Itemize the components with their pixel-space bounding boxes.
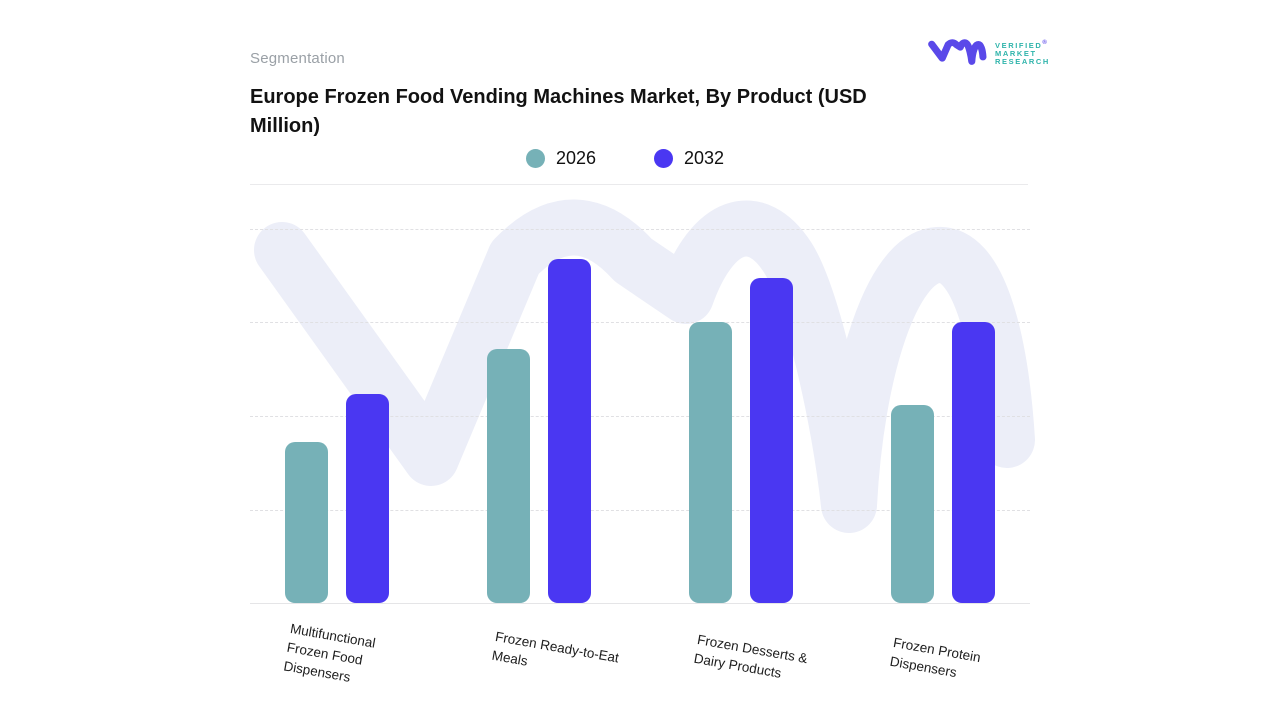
gridline: [250, 322, 1030, 323]
category-label-3: Frozen Desserts & Dairy Products: [692, 631, 809, 681]
legend-swatch-2032: [654, 148, 673, 168]
legend-label-2032: 2032: [684, 147, 725, 168]
vmr-logo-mark-icon: [928, 38, 986, 66]
gridline: [250, 416, 1030, 417]
bar-2032-group2: [548, 259, 591, 603]
bar-2026-group3: [689, 322, 732, 603]
bar-2026-group1: [285, 442, 328, 603]
legend-label-2026: 2026: [555, 147, 596, 168]
legend-item-2026: 2026: [525, 147, 596, 169]
section-label: Segmentation: [250, 50, 345, 67]
logo-line-verified: VERIFIED: [995, 40, 1043, 50]
legend-item-2032: 2032: [654, 148, 724, 169]
bar-2032-group4: [952, 322, 995, 603]
category-label-2: Frozen Ready-to-Eat Meals: [490, 628, 621, 669]
x-axis-line: [250, 603, 1030, 604]
bar-2032-group1: [346, 394, 389, 603]
bar-2032-group3: [750, 278, 793, 603]
gridline: [250, 229, 1030, 230]
vmr-logo-wordmark: VERIFIED® MARKET RESEARCH: [995, 39, 1050, 66]
chart-legend: 2026 2032: [235, 145, 1015, 171]
header-divider: [250, 184, 1028, 185]
bar-2026-group4: [891, 405, 934, 603]
category-label-4: Frozen Protein Dispensers: [888, 634, 982, 681]
category-label-1: Multifunctional Frozen Food Dispensers: [282, 620, 377, 685]
logo-line-research: RESEARCH: [995, 56, 1050, 66]
vmr-logo: VERIFIED® MARKET RESEARCH: [928, 38, 1050, 66]
legend-swatch-2026: [525, 148, 545, 168]
logo-line-market: MARKET: [995, 48, 1037, 58]
gridline: [250, 510, 1030, 511]
chart-title: Europe Frozen Food Vending Machines Mark…: [250, 86, 867, 137]
registered-mark: ®: [1042, 39, 1047, 46]
bar-2026-group2: [487, 349, 530, 603]
